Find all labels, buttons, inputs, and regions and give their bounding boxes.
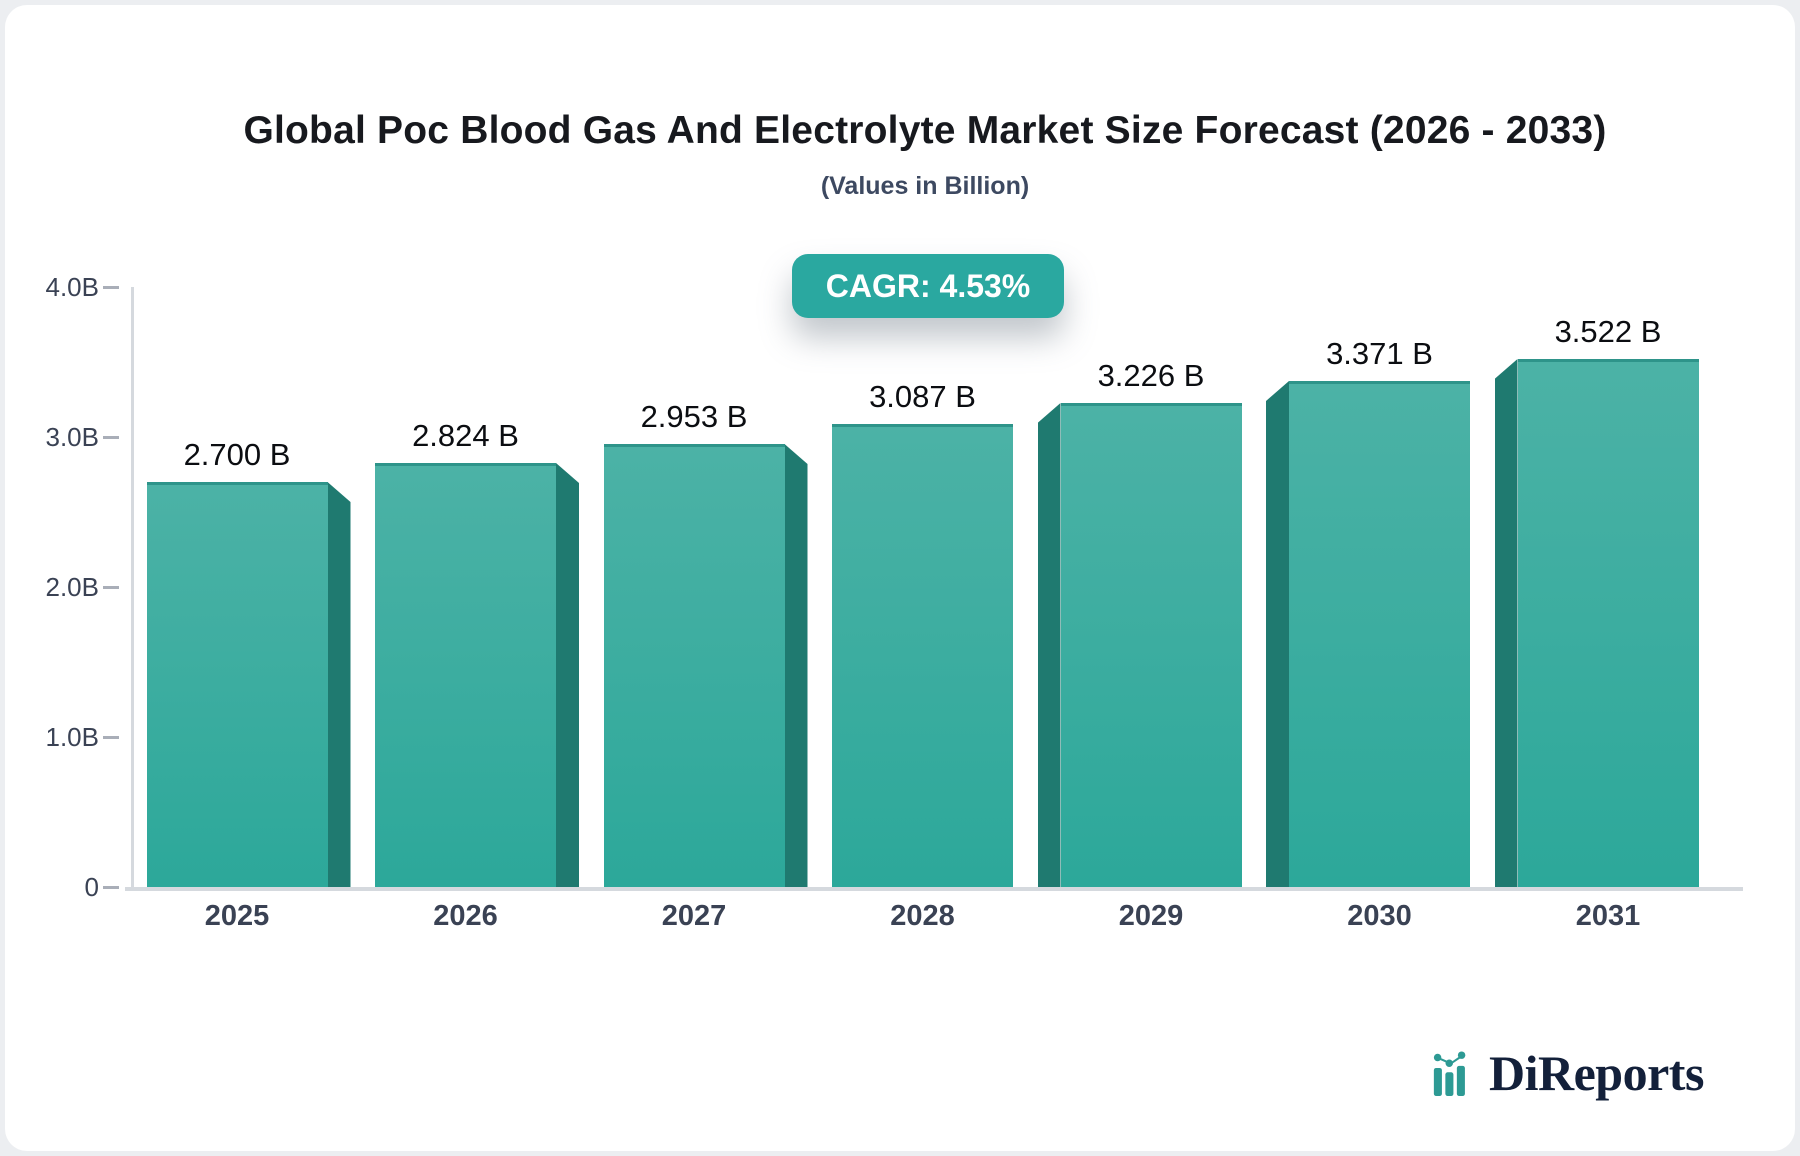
logo-text: DiReports — [1489, 1045, 1704, 1101]
x-axis-line — [125, 887, 1743, 891]
y-axis-label: 1.0B — [45, 722, 100, 752]
bar-side-3d — [784, 444, 808, 887]
y-axis-label: 0 — [84, 872, 99, 902]
cagr-badge: CAGR: 4.53% — [792, 254, 1064, 318]
bar-line-chart-logo-icon — [1433, 1051, 1466, 1096]
x-axis-label: 2031 — [1575, 900, 1641, 932]
chart-title: Global Poc Blood Gas And Electrolyte Mar… — [243, 109, 1607, 152]
x-axis-label: 2028 — [890, 900, 955, 932]
cagr-badge-label: CAGR: 4.53% — [825, 267, 1031, 304]
bar-side-3d — [327, 482, 351, 887]
bar — [375, 463, 556, 887]
bar-side-3d — [1037, 403, 1061, 887]
bar — [1517, 359, 1699, 887]
bar-value-label: 3.226 B — [1097, 358, 1205, 393]
bar-chart-plot: 4.0B 3.0B 2.0B 1.0B 0 2.700 B 2025 2.824 B 2026 2… — [5, 5, 1795, 1151]
x-axis-label: 2030 — [1347, 900, 1412, 932]
bar-value-label: 3.522 B — [1554, 314, 1662, 349]
y-axis-label: 2.0B — [45, 572, 100, 602]
bar — [1289, 381, 1470, 887]
y-axis-tick — [103, 885, 119, 889]
bar — [1060, 403, 1242, 887]
bar-side-3d — [556, 463, 579, 887]
bar-side-3d — [1266, 381, 1289, 887]
y-axis-tick — [103, 735, 119, 739]
chart-card: Global Poc Blood Gas And Electrolyte Mar… — [5, 5, 1795, 1151]
x-axis-label: 2025 — [204, 900, 270, 932]
y-axis-tick — [103, 435, 119, 439]
bar — [146, 482, 328, 887]
bar-value-label: 2.953 B — [640, 399, 748, 434]
x-axis-label: 2027 — [661, 900, 727, 932]
direports-logo: DiReports — [1433, 1037, 1704, 1109]
x-axis-label: 2026 — [433, 900, 498, 932]
chart-subtitle: (Values in Billion) — [820, 172, 1030, 200]
bar-value-label: 2.700 B — [183, 437, 291, 472]
y-axis-line — [131, 287, 134, 887]
bar-value-label: 3.087 B — [869, 379, 976, 414]
bar-side-3d — [1494, 359, 1518, 887]
bar-value-label: 2.824 B — [412, 418, 519, 453]
y-axis-label: 4.0B — [45, 272, 100, 302]
bar-value-label: 3.371 B — [1326, 336, 1433, 371]
y-axis-tick — [103, 585, 119, 589]
x-axis-label: 2029 — [1118, 900, 1184, 932]
bar — [832, 424, 1013, 887]
y-axis-tick — [103, 285, 119, 289]
bar — [603, 444, 785, 887]
y-axis-label: 3.0B — [45, 422, 100, 452]
